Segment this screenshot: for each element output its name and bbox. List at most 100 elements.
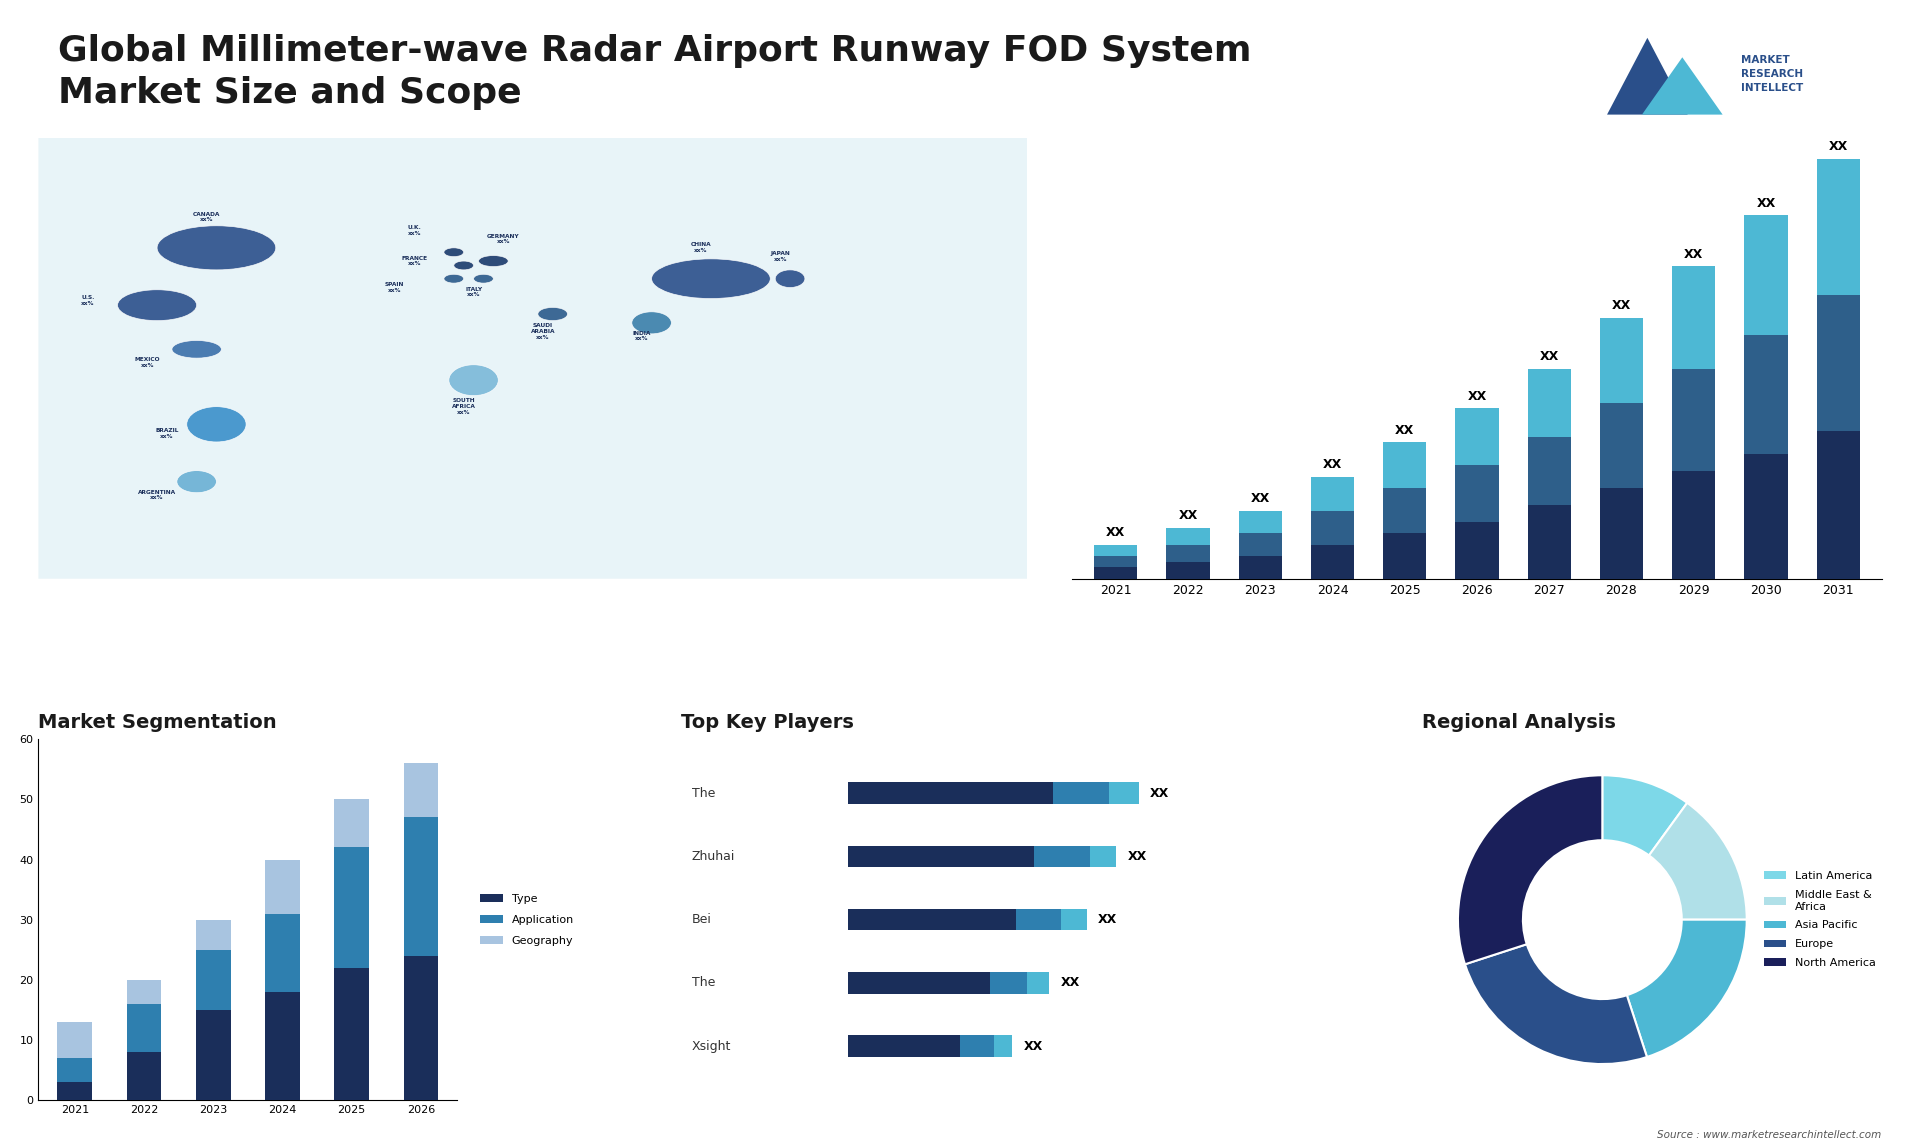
Text: XX: XX <box>1828 140 1847 152</box>
FancyBboxPatch shape <box>849 783 1052 804</box>
Wedge shape <box>1626 919 1747 1057</box>
Bar <box>1382 442 1427 488</box>
Bar <box>1599 402 1644 488</box>
Polygon shape <box>1642 57 1722 115</box>
Ellipse shape <box>776 270 804 288</box>
Text: Xsight: Xsight <box>691 1039 732 1052</box>
Ellipse shape <box>632 312 672 333</box>
FancyBboxPatch shape <box>993 1035 1012 1057</box>
FancyBboxPatch shape <box>38 138 1027 579</box>
Text: Regional Analysis: Regional Analysis <box>1423 713 1617 732</box>
Text: XX: XX <box>1613 299 1632 312</box>
FancyBboxPatch shape <box>1110 783 1139 804</box>
Bar <box>58 1082 92 1100</box>
Text: JAPAN
xx%: JAPAN xx% <box>770 251 789 262</box>
Text: INDIA
xx%: INDIA xx% <box>632 331 651 342</box>
Bar <box>127 1004 161 1052</box>
Text: XX: XX <box>1396 424 1415 437</box>
FancyBboxPatch shape <box>1027 972 1050 994</box>
FancyBboxPatch shape <box>991 972 1027 994</box>
Bar <box>1165 544 1210 562</box>
Text: U.S.
xx%: U.S. xx% <box>81 296 94 306</box>
Bar <box>1528 505 1571 579</box>
Bar <box>1238 511 1283 533</box>
Bar <box>1672 369 1715 471</box>
Ellipse shape <box>474 274 493 283</box>
Bar <box>1745 215 1788 335</box>
Text: XX: XX <box>1323 458 1342 471</box>
Bar <box>1528 369 1571 437</box>
Bar <box>1238 533 1283 556</box>
Bar <box>1672 471 1715 579</box>
Bar <box>1382 533 1427 579</box>
Text: XX: XX <box>1098 913 1117 926</box>
FancyBboxPatch shape <box>849 846 1035 868</box>
Bar <box>1455 465 1500 521</box>
Bar <box>127 980 161 1004</box>
FancyBboxPatch shape <box>1035 846 1091 868</box>
Wedge shape <box>1465 944 1647 1063</box>
Text: Top Key Players: Top Key Players <box>682 713 854 732</box>
Bar <box>265 860 300 913</box>
Text: Source : www.marketresearchintellect.com: Source : www.marketresearchintellect.com <box>1657 1130 1882 1140</box>
Bar <box>1816 295 1860 431</box>
Bar <box>1816 431 1860 579</box>
Text: MEXICO
xx%: MEXICO xx% <box>134 358 159 368</box>
Text: Market Segmentation: Market Segmentation <box>38 713 276 732</box>
Text: Global Millimeter-wave Radar Airport Runway FOD System
Market Size and Scope: Global Millimeter-wave Radar Airport Run… <box>58 34 1252 110</box>
Text: Zhuhai: Zhuhai <box>691 850 735 863</box>
Bar <box>1094 544 1137 556</box>
Text: FRANCE
xx%: FRANCE xx% <box>401 256 428 267</box>
Legend: Type, Application, Geography: Type, Application, Geography <box>476 889 578 950</box>
Bar <box>1816 158 1860 295</box>
Bar <box>127 1052 161 1100</box>
Ellipse shape <box>453 261 474 270</box>
Text: XX: XX <box>1106 526 1125 539</box>
Bar <box>58 1058 92 1082</box>
Text: CANADA
xx%: CANADA xx% <box>192 212 221 222</box>
Text: XX: XX <box>1467 390 1486 402</box>
Bar <box>1528 437 1571 505</box>
Bar <box>1599 317 1644 402</box>
FancyBboxPatch shape <box>1060 909 1087 931</box>
FancyBboxPatch shape <box>849 909 1016 931</box>
Ellipse shape <box>449 364 499 395</box>
Bar <box>1455 408 1500 465</box>
FancyBboxPatch shape <box>960 1035 993 1057</box>
Wedge shape <box>1603 775 1688 855</box>
FancyBboxPatch shape <box>1016 909 1060 931</box>
Bar <box>58 1022 92 1058</box>
Text: XX: XX <box>1684 248 1703 261</box>
Text: BRAZIL
xx%: BRAZIL xx% <box>156 427 179 439</box>
Ellipse shape <box>177 471 217 493</box>
Bar <box>1745 335 1788 454</box>
Ellipse shape <box>538 307 568 321</box>
Bar <box>1311 544 1354 579</box>
Text: Bei: Bei <box>691 913 712 926</box>
Bar <box>196 1010 230 1100</box>
Polygon shape <box>1607 38 1688 115</box>
Bar <box>1165 562 1210 579</box>
Text: XX: XX <box>1023 1039 1043 1052</box>
Text: The: The <box>691 976 716 989</box>
Bar <box>334 800 369 848</box>
Legend: Latin America, Middle East &
Africa, Asia Pacific, Europe, North America: Latin America, Middle East & Africa, Asi… <box>1759 866 1880 973</box>
Bar <box>334 967 369 1100</box>
Bar <box>1455 521 1500 579</box>
FancyBboxPatch shape <box>849 972 991 994</box>
Bar <box>1745 454 1788 579</box>
Bar <box>1311 511 1354 544</box>
Bar <box>196 919 230 950</box>
Bar <box>1238 556 1283 579</box>
Text: XX: XX <box>1060 976 1079 989</box>
FancyBboxPatch shape <box>849 1035 960 1057</box>
Ellipse shape <box>478 256 509 267</box>
Ellipse shape <box>444 248 465 257</box>
Text: XX: XX <box>1179 509 1198 521</box>
Ellipse shape <box>117 290 196 321</box>
Bar <box>265 992 300 1100</box>
Wedge shape <box>1457 775 1603 964</box>
Wedge shape <box>1649 803 1747 919</box>
Bar <box>1382 488 1427 533</box>
Text: The: The <box>691 787 716 800</box>
